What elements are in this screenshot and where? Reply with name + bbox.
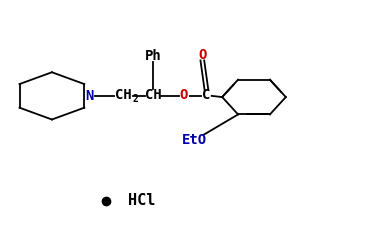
Text: CH: CH: [144, 88, 161, 102]
Text: C: C: [202, 88, 211, 102]
Text: 2: 2: [132, 94, 138, 104]
Text: CH: CH: [115, 88, 132, 102]
Text: O: O: [180, 88, 188, 102]
Text: HCl: HCl: [128, 194, 155, 208]
Text: EtO: EtO: [182, 133, 207, 147]
Text: N: N: [85, 89, 93, 103]
Text: Ph: Ph: [144, 49, 161, 63]
Text: O: O: [198, 48, 207, 61]
